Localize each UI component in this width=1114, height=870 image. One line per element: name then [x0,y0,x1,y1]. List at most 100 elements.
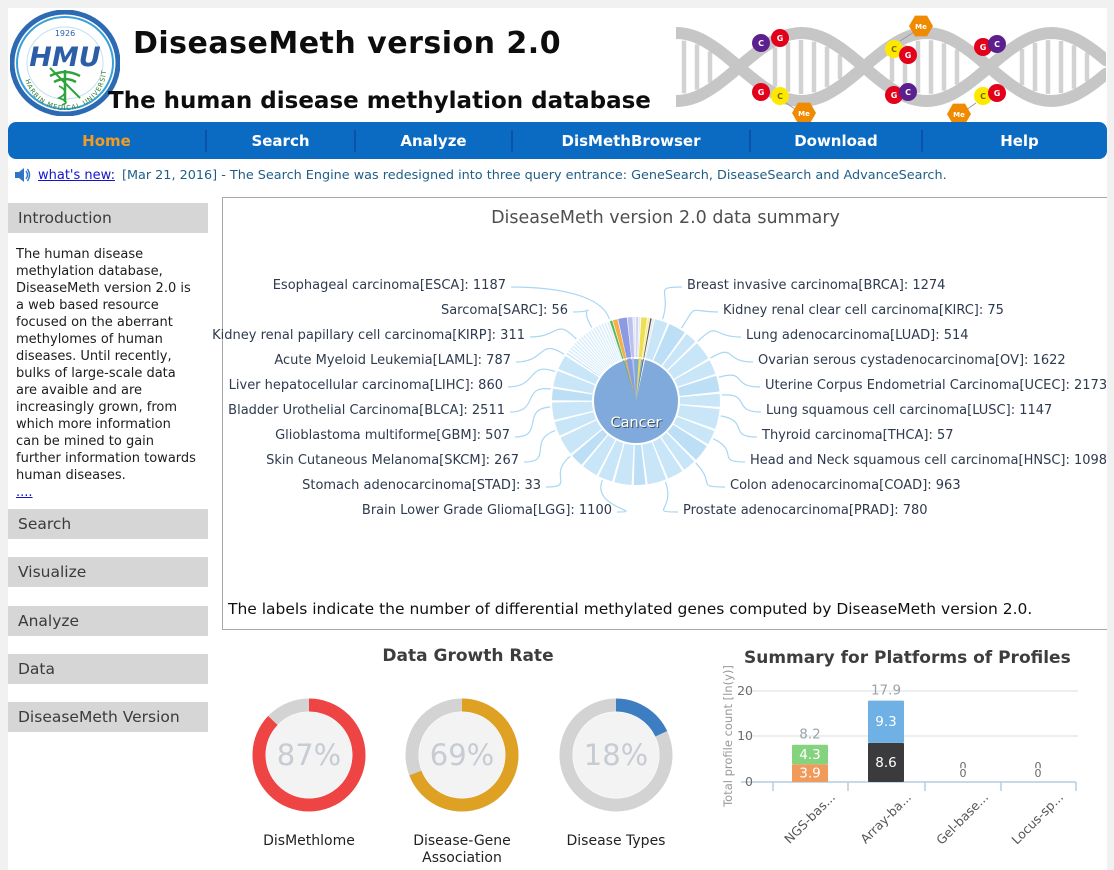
news-bar: what's new: [Mar 21, 2016] - The Search … [14,167,947,183]
page-subtitle: The human disease methylation database [108,88,651,114]
sunburst-label-brca: Breast invasive carcinoma[BRCA]: 1274 [687,278,946,293]
sidebar-item-introduction[interactable]: Introduction [8,203,208,233]
sunburst-label-skcm: Skin Cutaneous Melanoma[SKCM]: 267 [266,453,519,468]
svg-text:Locus-sp...: Locus-sp... [1008,790,1066,848]
sunburst-label-ucec: Uterine Corpus Endometrial Carcinoma[UCE… [765,378,1107,393]
whats-new-link[interactable]: what's new: [38,167,115,183]
svg-text:C: C [980,92,986,101]
donut-disease-gene-association: 69% [405,698,519,812]
svg-text:Me: Me [915,23,927,31]
sunburst-label-esca: Esophageal carcinoma[ESCA]: 1187 [272,278,506,293]
caduceus-icon [49,67,81,106]
sidebar-item-analyze[interactable]: Analyze [8,606,208,636]
intro-more-link[interactable]: .... [16,485,33,500]
svg-text:C: C [891,45,897,54]
svg-text:9.3: 9.3 [875,714,896,730]
nav-item-search[interactable]: Search [205,129,354,152]
data-summary-panel: DiseaseMeth version 2.0 data summary Can… [212,197,1107,630]
svg-text:0: 0 [960,767,967,780]
svg-text:Cancer: Cancer [611,416,662,432]
svg-text:Total profile count [ln(y)]: Total profile count [ln(y)] [721,665,735,808]
sunburst-label-gbm: Glioblastoma multiforme[GBM]: 507 [275,428,510,443]
donut-disease-types: 18% [559,698,673,812]
svg-text:G: G [980,43,987,52]
sunburst-label-luad: Lung adenocarcinoma[LUAD]: 514 [746,328,969,343]
svg-text:69%: 69% [430,738,494,772]
svg-text:0: 0 [745,774,753,789]
svg-text:8.6: 8.6 [875,755,896,771]
svg-text:20: 20 [737,683,753,698]
svg-text:Gel-base...: Gel-base... [933,790,991,848]
svg-text:G: G [777,34,784,43]
svg-text:G: G [891,91,898,100]
svg-text:G: G [758,88,765,97]
nav-item-download[interactable]: Download [749,129,921,152]
svg-text:0: 0 [1035,760,1042,773]
data-growth-rate-block: Data Growth Rate 87% DisMethlome 69% Diseas… [222,640,714,870]
sunburst-label-lgg: Brain Lower Grade Glioma[LGG]: 1100 [361,503,612,518]
sunburst-label-ov: Ovarian serous cystadenocarcinoma[OV]: 1… [758,353,1066,368]
svg-text:Array-ba...: Array-ba... [857,790,914,847]
donut-charts: 87% DisMethlome 69% Disease-Gene Associatio… [222,640,714,870]
platforms-summary-block: Summary for Platforms of Profiles 0 10 20 T… [720,648,1107,870]
donut-label: Disease Types [566,833,666,849]
hmu-logo: 1926 HMU HARBIN MEDICAL UNIVERSITY [10,10,120,116]
news-message: [Mar 21, 2016] - The Search Engine was r… [121,167,947,183]
sunburst-label-stad: Stomach adenocarcinoma[STAD]: 33 [302,478,541,493]
main-nav: Home Search Analyze DisMethBrowser Download H… [8,122,1107,159]
svg-text:C: C [777,92,783,101]
growth-rate-title: Data Growth Rate [382,646,554,666]
sidebar-item-diseasemeth-version[interactable]: DiseaseMeth Version [8,702,208,732]
svg-text:8.2: 8.2 [799,727,820,743]
sunburst-label-lusc: Lung squamous cell carcinoma[LUSC]: 1147 [766,403,1053,418]
svg-text:4.3: 4.3 [799,747,820,763]
svg-text:0: 0 [1035,767,1042,780]
svg-text:17.9: 17.9 [871,683,901,699]
page: 1926 HMU HARBIN MEDICAL UNIVERSITY Disea… [8,8,1107,870]
page-title: DiseaseMeth version 2.0 [133,26,562,61]
sunburst-label-coad: Colon adenocarcinoma[COAD]: 963 [730,478,961,493]
sunburst-label-prad: Prostate adenocarcinoma[PRAD]: 780 [683,503,928,518]
sunburst-label-kirp: Kidney renal papillary cell carcinoma[KI… [212,328,525,343]
nav-item-home[interactable]: Home [82,131,131,150]
summary-chart-title: DiseaseMeth version 2.0 data summary [491,208,840,228]
summary-caption: The labels indicate the number of differ… [228,600,1033,618]
svg-text:NGS-bas...: NGS-bas... [781,790,838,847]
svg-text:G: G [905,51,912,60]
sunburst-label-sarc: Sarcoma[SARC]: 56 [440,303,568,318]
logo-year: 1926 [55,29,75,38]
sunburst-label-hnsc: Head and Neck squamous cell carcinoma[HN… [750,453,1107,468]
sidebar-item-data[interactable]: Data [8,654,208,684]
donut-label: DisMethlome [263,833,355,849]
sidebar-item-visualize[interactable]: Visualize [8,557,208,587]
svg-text:C: C [994,40,1000,49]
sunburst-label-blca: Bladder Urothelial Carcinoma[BLCA]: 2511 [228,403,505,418]
svg-text:Me: Me [798,110,810,118]
svg-text:3.9: 3.9 [799,766,820,782]
nav-item-help[interactable]: Help [921,129,1107,152]
svg-text:Me: Me [953,111,965,119]
svg-text:Cancer: Cancer [610,415,661,431]
donut-dismethlome: 87% [252,698,366,812]
svg-text:10: 10 [737,728,753,743]
sunburst-label-thca: Thyroid carcinoma[THCA]: 57 [762,428,954,443]
nav-item-analyze[interactable]: Analyze [354,129,511,152]
svg-text:C: C [905,88,911,97]
platforms-title: Summary for Platforms of Profiles [744,648,1071,668]
sunburst-label-lihc: Liver hepatocellular carcinoma[LIHC]: 86… [228,378,503,393]
svg-text:G: G [994,89,1001,98]
svg-text:18%: 18% [584,738,648,772]
svg-text:C: C [758,39,764,48]
svg-text:0: 0 [960,760,967,773]
donut-label: Disease-Gene Association [413,833,511,866]
sidebar-intro-text: The human disease methylation database, … [16,247,196,500]
sidebar-item-search[interactable]: Search [8,509,208,539]
sunburst-label-kirc: Kidney renal clear cell carcinoma[KIRC]:… [723,303,1004,318]
sunburst-label-laml: Acute Myeloid Leukemia[LAML]: 787 [274,353,511,368]
nav-item-dismethbrowser[interactable]: DisMethBrowser [511,129,749,152]
logo-abbr: HMU [29,42,100,73]
svg-text:87%: 87% [277,738,341,772]
